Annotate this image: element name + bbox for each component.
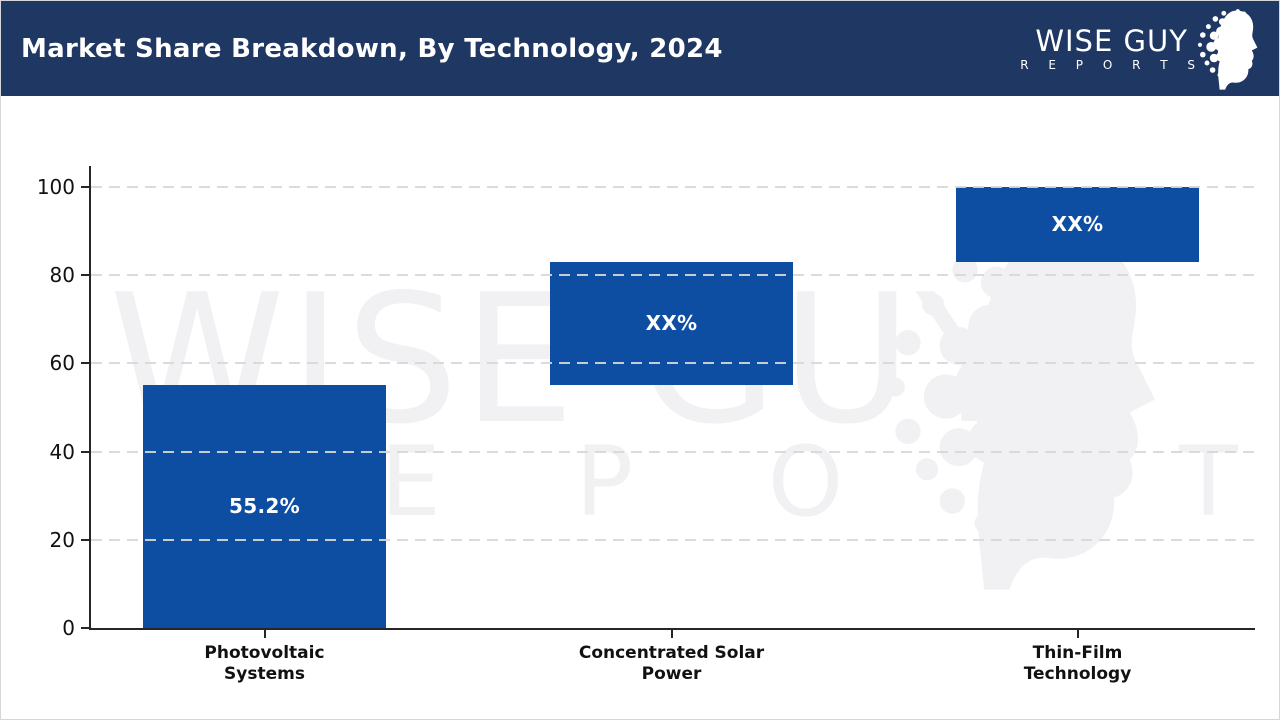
y-tick-label-0: 0 [62, 616, 75, 640]
x-axis-spine [89, 628, 1255, 630]
x-tick-3 [1076, 630, 1079, 638]
x-category-label-line: Systems [224, 664, 305, 684]
x-category-label-3: Thin-Film Technology [918, 643, 1238, 685]
y-tick-label-20: 20 [49, 527, 75, 552]
bar-segment-3[interactable]: XX% [956, 187, 1199, 262]
logo-subtitle: R E P O R T S [1020, 57, 1203, 72]
chart-title: Market Share Breakdown, By Technology, 2… [21, 33, 723, 64]
y-tick-100 [81, 186, 89, 188]
x-category-label-line: Technology [1023, 664, 1132, 684]
x-tick-2 [670, 630, 673, 638]
wise-guy-logo: WISE GUY R E P O R T S [1020, 7, 1279, 91]
gridline-60 [91, 362, 1255, 365]
logo-wordmark: WISE GUY [1035, 23, 1188, 58]
y-axis-spine [89, 166, 91, 630]
x-category-label-1: Photovoltaic Systems [105, 643, 425, 685]
y-tick-60 [81, 362, 89, 365]
x-category-label-line: Thin-Film [1032, 643, 1123, 663]
gridline-40 [91, 450, 1255, 453]
y-tick-0 [81, 627, 89, 629]
y-tick-20 [81, 538, 89, 541]
y-tick-label-100: 100 [36, 175, 75, 199]
bar-value-label-3: XX% [1051, 212, 1104, 237]
y-tick-label-40: 40 [49, 439, 75, 464]
logo-text: WISE GUY R E P O R T S [1020, 26, 1203, 72]
bar-value-label-1: 55.2% [229, 494, 300, 519]
x-category-label-line: Photovoltaic [204, 643, 325, 663]
gridline-100 [91, 186, 1255, 188]
bar-value-label-2: XX% [645, 311, 698, 336]
gridline-80 [91, 274, 1255, 277]
y-tick-label-80: 80 [49, 263, 75, 288]
watermark-head-profile-icon [885, 232, 1155, 590]
header-banner: Market Share Breakdown, By Technology, 2… [1, 1, 1279, 96]
plot-region: WISE GUY R E P O R T S 02040608010055.2%… [1, 96, 1279, 719]
gridline-20 [91, 538, 1255, 541]
bar-segment-2[interactable]: XX% [550, 261, 793, 385]
head-profile-icon [1197, 8, 1258, 90]
x-category-label-line: Power [641, 664, 702, 684]
y-tick-40 [81, 450, 89, 453]
y-tick-80 [81, 274, 89, 277]
x-category-label-2: Concentrated Solar Power [512, 643, 832, 685]
x-tick-1 [263, 630, 266, 638]
bar-segment-1[interactable]: 55.2% [143, 384, 386, 628]
y-tick-label-60: 60 [49, 351, 75, 376]
x-category-label-line: Concentrated Solar [578, 643, 765, 663]
